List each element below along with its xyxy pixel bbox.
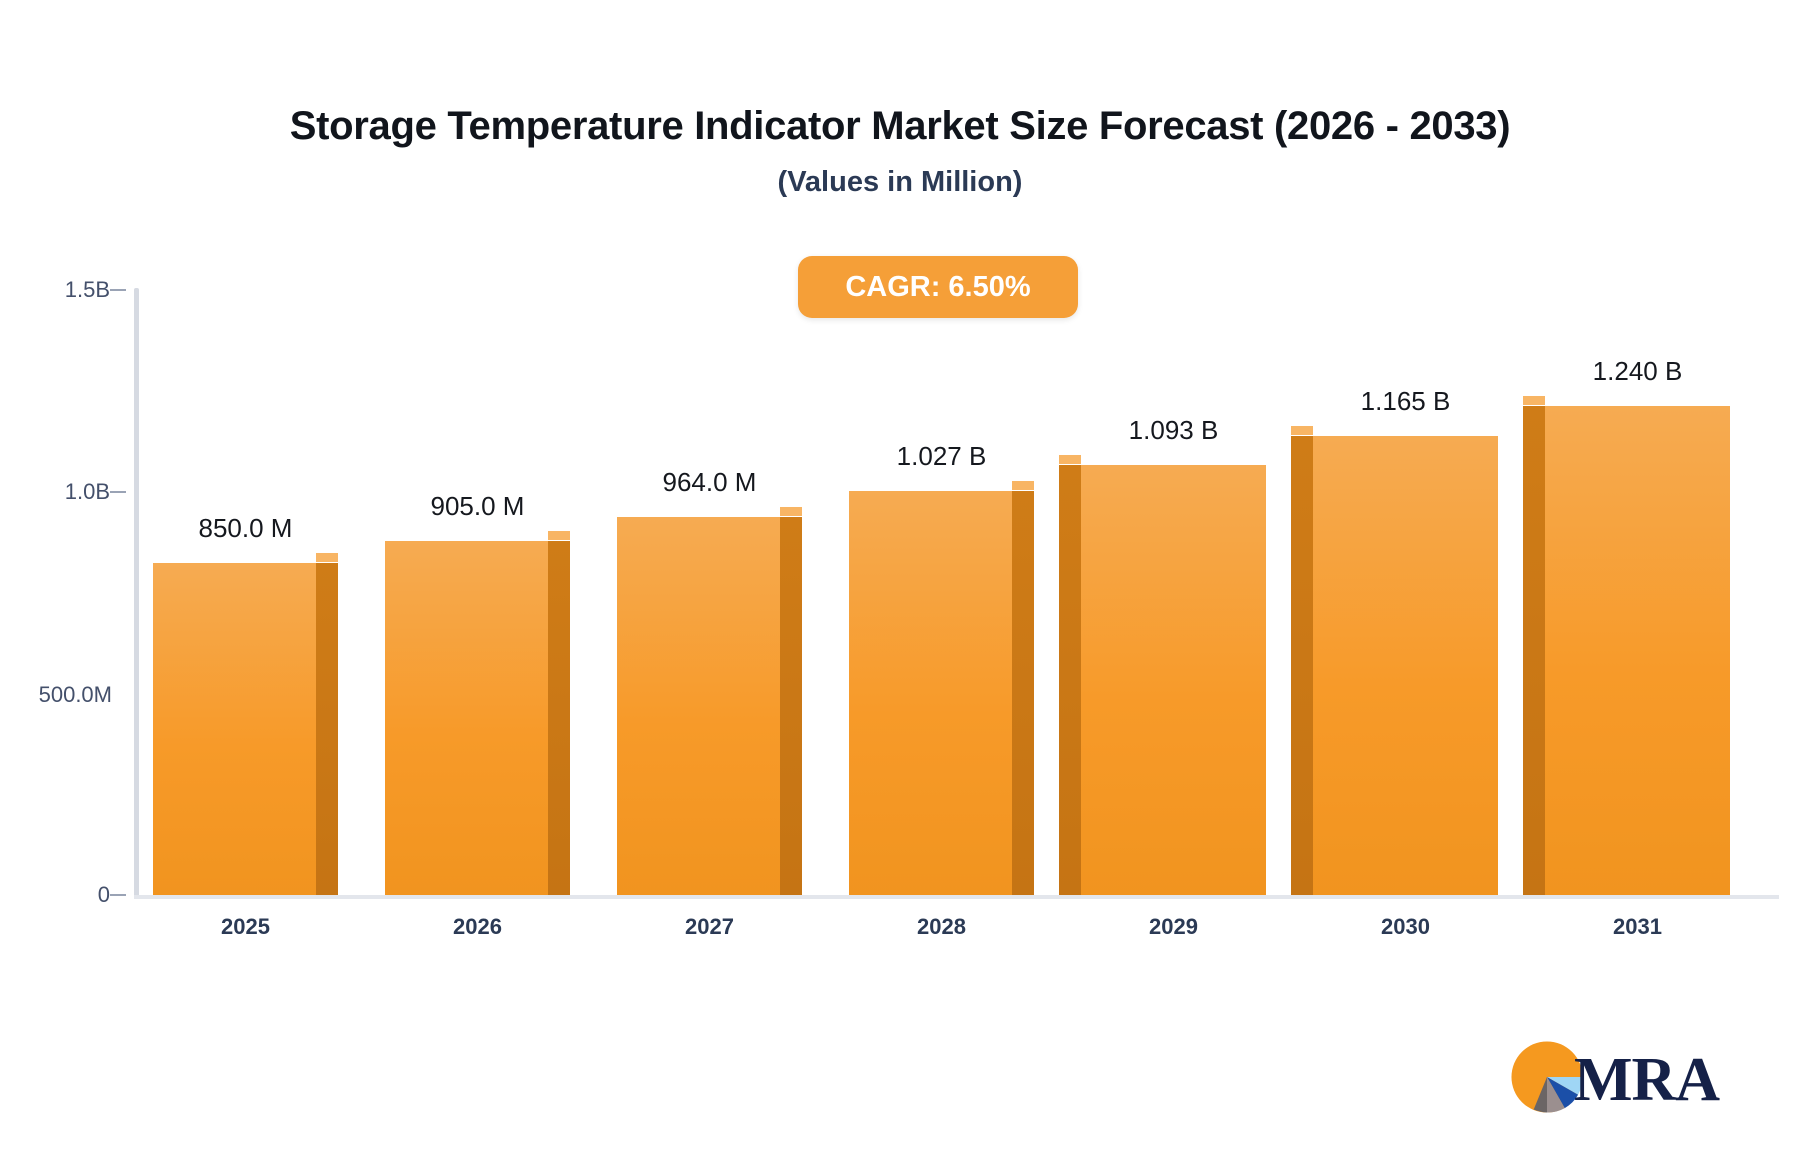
y-tick-label-1500m: 1.5B: [64, 277, 110, 302]
bar-top-2028: [1012, 481, 1034, 490]
x-category-label-2031: 2031: [1613, 914, 1662, 939]
y-tick-mark-1000m: [110, 491, 126, 493]
bar-2029[interactable]: [1059, 455, 1266, 895]
x-category-label-2029: 2029: [1149, 914, 1198, 939]
page-title: Storage Temperature Indicator Market Siz…: [289, 104, 1511, 148]
bar-face-2025: [153, 563, 316, 895]
bar-2030[interactable]: [1291, 426, 1498, 895]
bar-top-2029: [1059, 455, 1081, 464]
bar-2026[interactable]: [385, 531, 570, 895]
bar-value-label-2029: 1.093 B: [1128, 415, 1219, 445]
bar-side-2030: [1291, 436, 1313, 895]
bar-value-label-2031: 1.240 B: [1592, 356, 1683, 386]
mra-logo: MRA: [1510, 1040, 1720, 1119]
cagr-badge-label: CAGR: 6.50%: [845, 270, 1031, 303]
bar-side-2028: [1012, 491, 1034, 895]
bar-value-label-2027: 964.0 M: [662, 467, 757, 497]
bar-side-2031: [1523, 406, 1545, 895]
bar-value-label-2030: 1.165 B: [1360, 386, 1451, 416]
bar-top-2031: [1523, 396, 1545, 405]
bar-face-2029: [1081, 465, 1266, 895]
bar-2027[interactable]: [617, 507, 802, 895]
x-category-label-2026: 2026: [453, 914, 502, 939]
bar-top-2030: [1291, 426, 1313, 435]
y-axis-line: [134, 288, 139, 898]
y-tick-label-1000m: 1.0B: [64, 479, 110, 504]
x-category-label-2028: 2028: [917, 914, 966, 939]
bar-face-2027: [617, 517, 780, 895]
bar-top-2027: [780, 507, 802, 516]
y-tick-label-500m: 500.0M: [38, 682, 112, 707]
bar-value-label-2025: 850.0 M: [198, 513, 293, 543]
bar-value-label-2026: 905.0 M: [430, 491, 525, 521]
x-category-label-2025: 2025: [221, 914, 270, 939]
x-category-label-2027: 2027: [685, 914, 734, 939]
bar-side-2027: [780, 517, 802, 895]
pie-chart-icon: [1510, 1040, 1584, 1119]
bar-side-2029: [1059, 465, 1081, 895]
bar-top-2025: [316, 553, 338, 562]
logo-text: MRA: [1574, 1045, 1720, 1114]
bar-side-2025: [316, 563, 338, 895]
cagr-badge: CAGR: 6.50%: [798, 256, 1078, 318]
bar-face-2028: [849, 491, 1012, 895]
bar-side-2026: [548, 541, 570, 895]
bar-value-label-2028: 1.027 B: [896, 441, 987, 471]
x-category-label-2030: 2030: [1381, 914, 1430, 939]
bar-face-2026: [385, 541, 548, 895]
bar-top-2026: [548, 531, 570, 540]
x-axis-line: [134, 895, 1779, 899]
y-tick-mark-0: [110, 894, 126, 896]
bar-face-2030: [1313, 436, 1498, 895]
chart-subtitle: (Values in Million): [777, 166, 1023, 198]
bar-2025[interactable]: [153, 553, 338, 895]
y-tick-label-0: 0: [97, 882, 110, 907]
y-tick-mark-1500m: [110, 289, 126, 291]
bar-face-2031: [1545, 406, 1730, 895]
bar-2028[interactable]: [849, 481, 1034, 895]
bar-2031[interactable]: [1523, 396, 1730, 895]
